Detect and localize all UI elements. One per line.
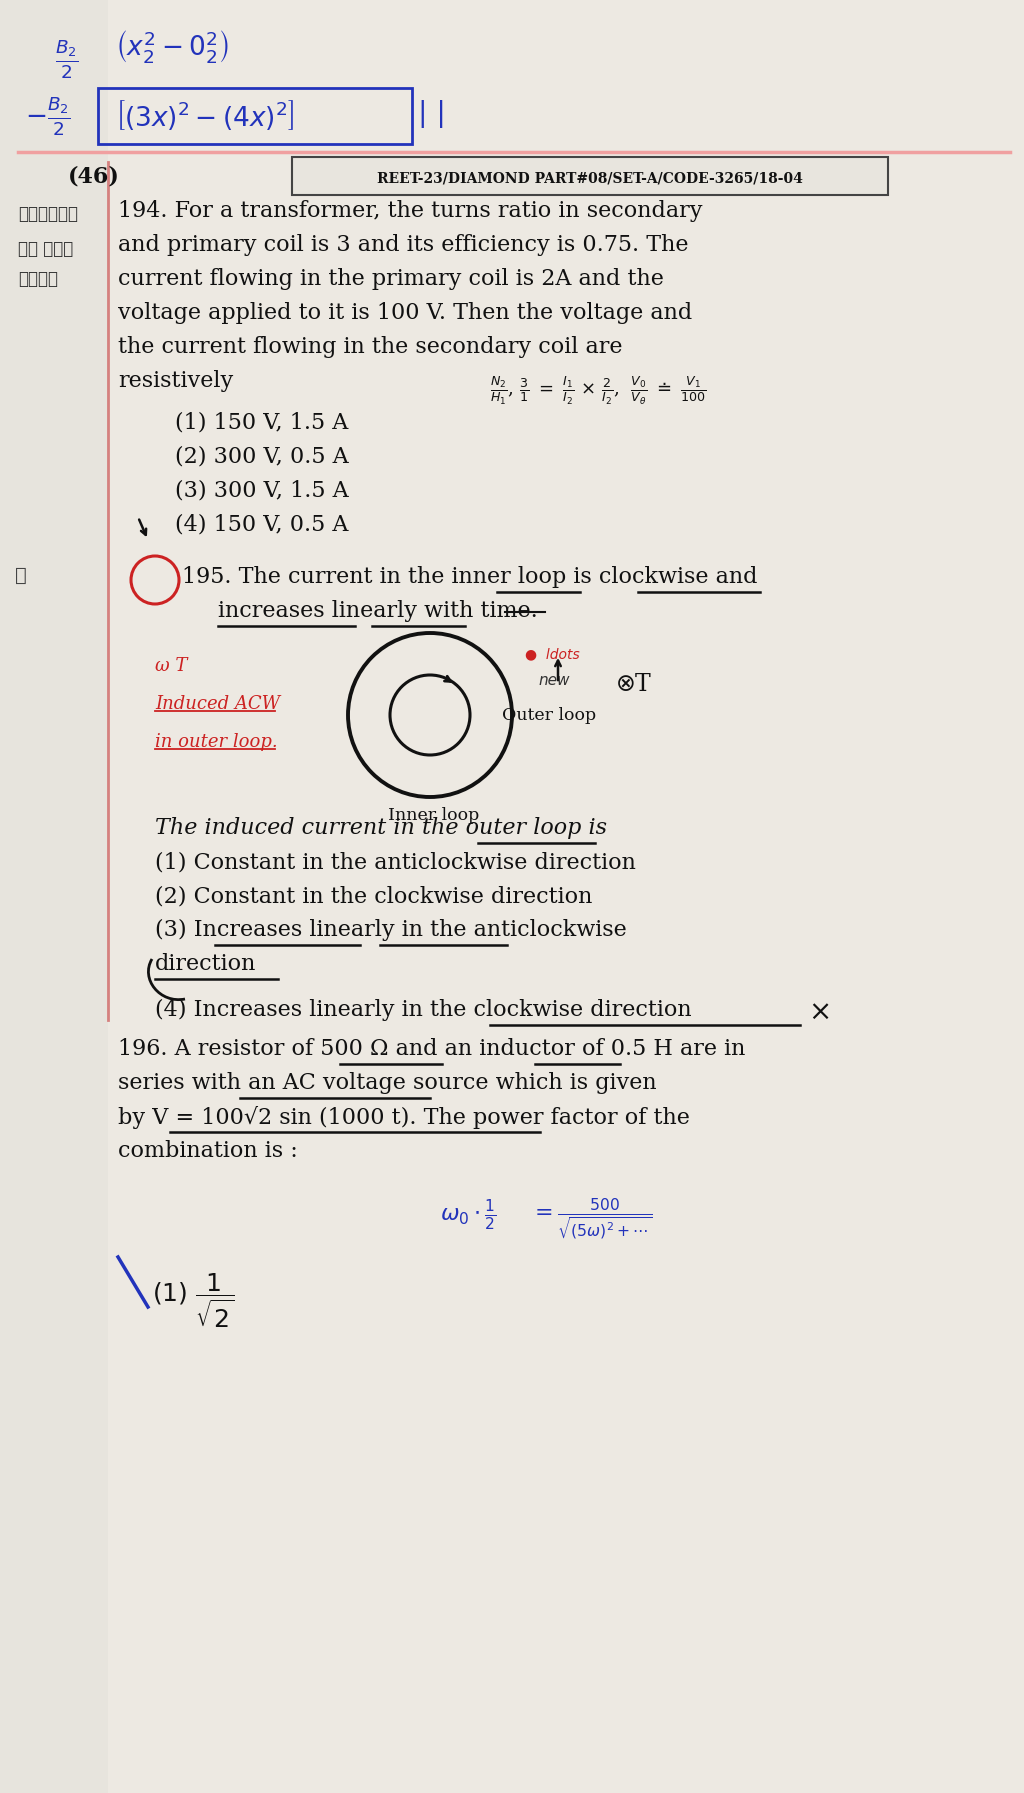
Text: combination is :: combination is :	[118, 1140, 298, 1162]
Text: (4) Increases linearly in the clockwise direction: (4) Increases linearly in the clockwise …	[155, 999, 691, 1020]
Text: 196. A resistor of 500 Ω and an inductor of 0.5 H are in: 196. A resistor of 500 Ω and an inductor…	[118, 1038, 745, 1060]
Text: 195. The current in the inner loop is clockwise and: 195. The current in the inner loop is cl…	[182, 567, 758, 588]
Text: (3) Increases linearly in the anticlockwise: (3) Increases linearly in the anticlockw…	[155, 920, 627, 941]
Text: ω T: ω T	[155, 656, 187, 674]
Text: (4) 150 V, 0.5 A: (4) 150 V, 0.5 A	[175, 515, 348, 536]
Text: and primary coil is 3 and its efficiency is 0.75. The: and primary coil is 3 and its efficiency…	[118, 235, 688, 256]
Text: increases linearly with time.: increases linearly with time.	[218, 601, 538, 622]
Text: ढ: ढ	[15, 567, 27, 585]
Text: $\left[(3x)^2 - (4x)^2\right]$: $\left[(3x)^2 - (4x)^2\right]$	[115, 99, 295, 133]
Bar	[0, 0, 108, 1793]
Text: direction: direction	[155, 954, 256, 975]
Text: by V = 100√2 sin (1000 t). The power factor of the: by V = 100√2 sin (1000 t). The power fac…	[118, 1106, 690, 1130]
Text: $\frac{N_2}{H_1}$, $\frac{3}{1}$ $=$ $\frac{I_1}{I_2}$ $\times$ $\frac{2}{I_2}$,: $\frac{N_2}{H_1}$, $\frac{3}{1}$ $=$ $\f…	[490, 375, 707, 407]
Text: $(1)\ \dfrac{1}{\sqrt{2}}$: $(1)\ \dfrac{1}{\sqrt{2}}$	[152, 1271, 234, 1330]
Text: ●  ldots: ● ldots	[525, 647, 580, 662]
Text: अनुपात: अनुपात	[18, 204, 78, 222]
Text: $\otimes$T: $\otimes$T	[615, 672, 652, 696]
Text: $-\frac{B_2}{2}$: $-\frac{B_2}{2}$	[25, 95, 71, 138]
Text: (1) 150 V, 1.5 A: (1) 150 V, 1.5 A	[175, 412, 348, 434]
Text: in outer loop.: in outer loop.	[155, 733, 278, 751]
Text: $\left(x_2^2 - 0_2^2\right)$: $\left(x_2^2 - 0_2^2\right)$	[115, 29, 228, 65]
Text: (3) 300 V, 1.5 A: (3) 300 V, 1.5 A	[175, 481, 348, 502]
Text: REET-23/DIAMOND PART#08/SET-A/CODE-3265/18-04: REET-23/DIAMOND PART#08/SET-A/CODE-3265/…	[377, 170, 803, 185]
Text: Inner loop: Inner loop	[388, 807, 479, 825]
Text: है तथा: है तथा	[18, 240, 74, 258]
Text: resistively: resistively	[118, 369, 233, 393]
Text: voltage applied to it is 100 V. Then the voltage and: voltage applied to it is 100 V. Then the…	[118, 301, 692, 325]
Text: Induced ACW: Induced ACW	[155, 696, 281, 714]
Text: new: new	[538, 672, 569, 689]
Text: विभव: विभव	[18, 271, 58, 289]
Text: ×: ×	[808, 999, 831, 1026]
Text: (46): (46)	[68, 165, 120, 186]
Text: $= \frac{500}{\sqrt{(5\omega)^2 + \cdots}}$: $= \frac{500}{\sqrt{(5\omega)^2 + \cdots…	[530, 1198, 652, 1243]
Text: current flowing in the primary coil is 2A and the: current flowing in the primary coil is 2…	[118, 267, 664, 290]
Text: 194. For a transformer, the turns ratio in secondary: 194. For a transformer, the turns ratio …	[118, 201, 702, 222]
Text: $\omega_0 \cdot \frac{1}{2}$: $\omega_0 \cdot \frac{1}{2}$	[440, 1198, 497, 1232]
Text: (1) Constant in the anticlockwise direction: (1) Constant in the anticlockwise direct…	[155, 852, 636, 873]
Text: (2) Constant in the clockwise direction: (2) Constant in the clockwise direction	[155, 886, 592, 907]
Text: the current flowing in the secondary coil are: the current flowing in the secondary coi…	[118, 335, 623, 359]
Text: | |: | |	[418, 100, 445, 127]
Text: (2) 300 V, 0.5 A: (2) 300 V, 0.5 A	[175, 446, 348, 468]
Text: Outer loop: Outer loop	[502, 706, 596, 724]
Text: The induced current in the outer loop is: The induced current in the outer loop is	[155, 818, 607, 839]
Text: $\frac{B_2}{2}$: $\frac{B_2}{2}$	[55, 38, 79, 81]
Text: series with an AC voltage source which is given: series with an AC voltage source which i…	[118, 1072, 656, 1094]
FancyBboxPatch shape	[292, 158, 888, 195]
